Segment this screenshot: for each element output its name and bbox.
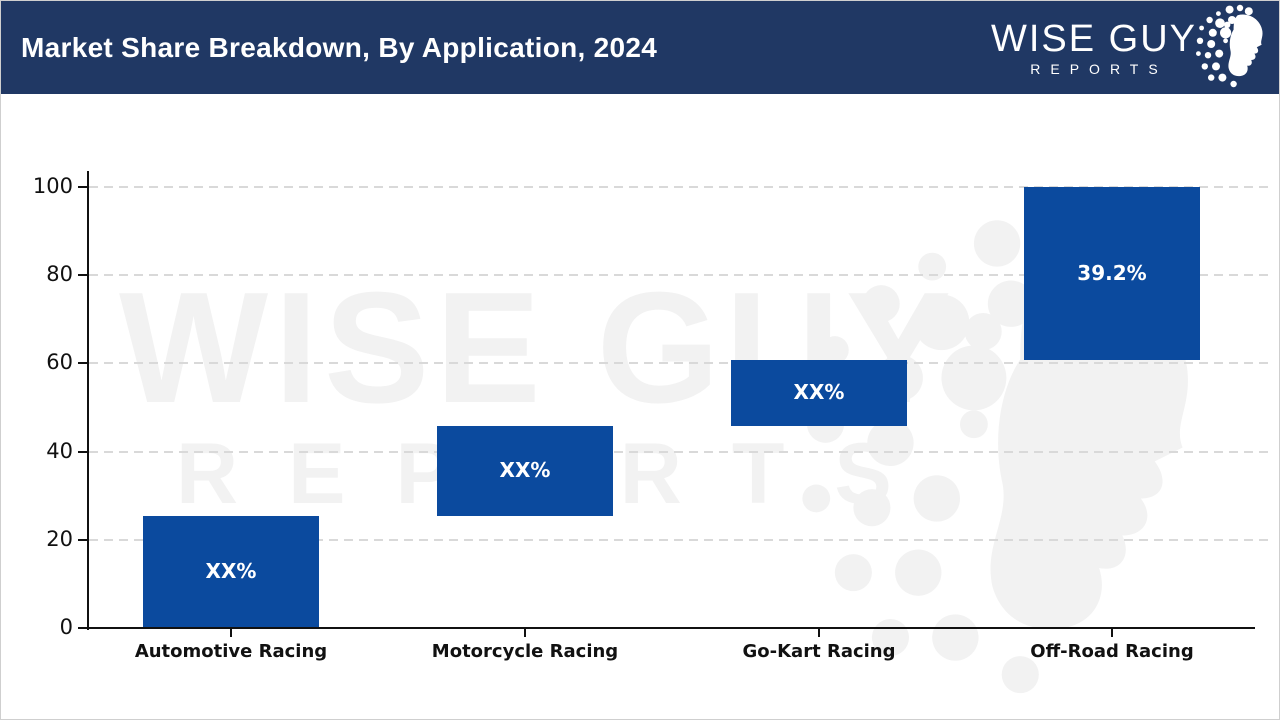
x-axis-line	[87, 627, 1255, 629]
y-tick-mark	[78, 362, 87, 364]
y-tick-mark	[78, 451, 87, 453]
bar-value-label: 39.2%	[1077, 261, 1147, 285]
wiseguy-logo: WISE GUY REPORTS	[991, 1, 1273, 94]
logo-head-icon	[1196, 4, 1263, 87]
y-tick-mark	[78, 627, 87, 629]
x-tick-mark	[524, 629, 526, 637]
x-category-label: Motorcycle Racing	[431, 641, 619, 662]
x-category-label: Go-Kart Racing	[742, 641, 896, 662]
header: Market Share Breakdown, By Application, …	[1, 1, 1279, 94]
y-tick-label: 0	[59, 615, 73, 639]
bar-go-kart-racing	[731, 360, 907, 426]
y-tick-label: 20	[46, 527, 73, 551]
y-tick-label: 40	[46, 439, 73, 463]
gridline-40	[89, 451, 1273, 453]
bar-value-label: XX%	[499, 458, 551, 482]
x-tick-mark	[818, 629, 820, 637]
y-tick-label: 80	[46, 262, 73, 286]
gridline-20	[89, 539, 1273, 541]
y-tick-label: 60	[46, 350, 73, 374]
x-category-label: Off-Road Racing	[1030, 641, 1194, 662]
logo-text: WISE GUY REPORTS	[991, 20, 1197, 76]
bar-motorcycle-racing	[437, 426, 613, 516]
logo-subtitle: REPORTS	[1030, 60, 1168, 77]
logo-wordmark: WISE GUY	[990, 17, 1197, 60]
bar-automotive-racing	[143, 516, 319, 628]
y-tick-mark	[78, 186, 87, 188]
y-tick-mark	[78, 539, 87, 541]
x-tick-mark	[1111, 629, 1113, 637]
gridline-60	[89, 362, 1273, 364]
x-category-label: Automotive Racing	[134, 641, 328, 662]
bar-value-label: XX%	[793, 380, 845, 404]
chart-title: Market Share Breakdown, By Application, …	[21, 31, 658, 63]
y-axis-line	[87, 171, 89, 630]
gridline-100	[89, 186, 1273, 188]
gridline-80	[89, 274, 1273, 276]
bar-value-label: XX%	[205, 559, 257, 583]
x-tick-mark	[230, 629, 232, 637]
bar-off-road-racing	[1024, 187, 1200, 360]
y-tick-mark	[78, 274, 87, 276]
y-tick-label: 100	[32, 174, 73, 198]
